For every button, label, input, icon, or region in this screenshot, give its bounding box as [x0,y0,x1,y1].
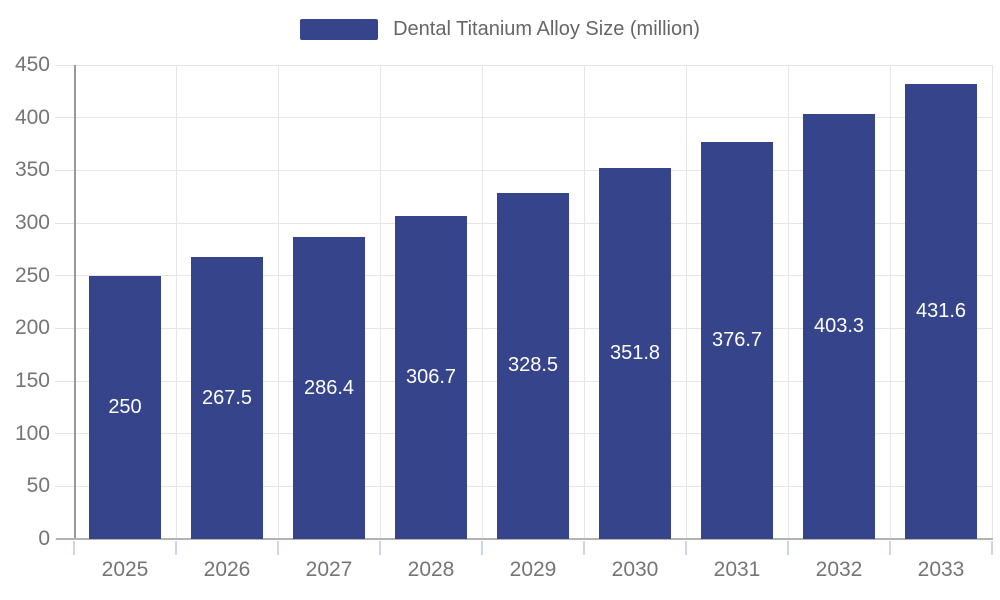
bar: 431.6 [905,84,977,539]
x-axis-label: 2026 [203,558,251,581]
y-axis-tick [55,380,74,382]
x-axis-tick [175,541,177,555]
bar-value-label: 306.7 [405,365,457,388]
gridline-vertical [787,65,789,539]
x-axis-tick [379,541,381,555]
x-axis-label: 2032 [815,558,863,581]
bar: 351.8 [599,168,671,539]
y-axis-tick [55,275,74,277]
bar-value-label: 328.5 [507,354,559,377]
bar: 267.5 [191,257,263,539]
legend-label: Dental Titanium Alloy Size (million) [393,18,700,40]
x-axis-tick [787,541,789,555]
gridline-vertical [583,65,585,539]
x-axis-label: 2029 [509,558,557,581]
bar-value-label: 267.5 [201,386,253,409]
y-axis-tick [55,538,74,540]
x-axis-tick [73,541,75,555]
x-axis-tick [481,541,483,555]
gridline-horizontal [74,64,992,66]
bar: 376.7 [701,142,773,539]
gridline-vertical [175,65,177,539]
x-axis-label: 2025 [101,558,149,581]
gridline-vertical [481,65,483,539]
legend-swatch-icon [300,19,379,40]
x-axis-tick [889,541,891,555]
y-axis-tick [55,433,74,435]
y-axis-label: 200 [14,316,50,340]
bar: 250 [89,275,161,539]
x-axis-label: 2028 [407,558,455,581]
bar: 286.4 [293,237,365,539]
gridline-vertical [379,65,381,539]
bar-value-label: 286.4 [303,376,355,399]
gridline-vertical [889,65,891,539]
y-axis-label: 350 [14,158,50,182]
gridline-vertical [685,65,687,539]
bar-value-label: 403.3 [813,315,865,338]
plot-area: 0 50 100 150 200 250 300 350 400 450 250 267.5 286.4… [15,53,993,581]
legend-item[interactable]: Dental Titanium Alloy Size (million) [0,18,1000,41]
x-axis-label: 2027 [305,558,353,581]
gridline-vertical [991,65,993,539]
bar-value-label: 431.6 [915,300,967,323]
y-axis-label: 450 [14,53,50,76]
y-axis-tick [55,222,74,224]
y-axis-label: 100 [14,421,50,445]
bar: 403.3 [803,114,875,539]
bar-value-label: 250 [108,395,142,418]
y-axis-line [74,65,76,539]
x-axis-label: 2033 [917,558,965,581]
x-axis-label: 2030 [611,558,659,581]
x-axis-label: 2031 [713,558,761,581]
y-axis-label: 300 [14,211,50,234]
y-axis-label: 0 [38,527,50,550]
y-axis-tick [55,117,74,119]
y-axis-label: 50 [26,474,50,498]
bar: 306.7 [395,215,467,539]
x-axis-tick [685,541,687,555]
gridline-vertical [277,65,279,539]
y-axis-tick [55,485,74,487]
y-axis-tick [55,64,74,66]
y-axis-tick [55,169,74,171]
bar-value-label: 351.8 [609,342,661,365]
y-axis-label: 400 [14,105,50,129]
bar: 328.5 [497,192,569,539]
bar-value-label: 376.7 [711,329,763,352]
y-axis-label: 250 [14,263,50,287]
x-axis-tick [991,541,993,555]
x-axis-tick [277,541,279,555]
y-axis-label: 150 [14,369,50,392]
x-axis-tick [583,541,585,555]
y-axis-tick [55,327,74,329]
